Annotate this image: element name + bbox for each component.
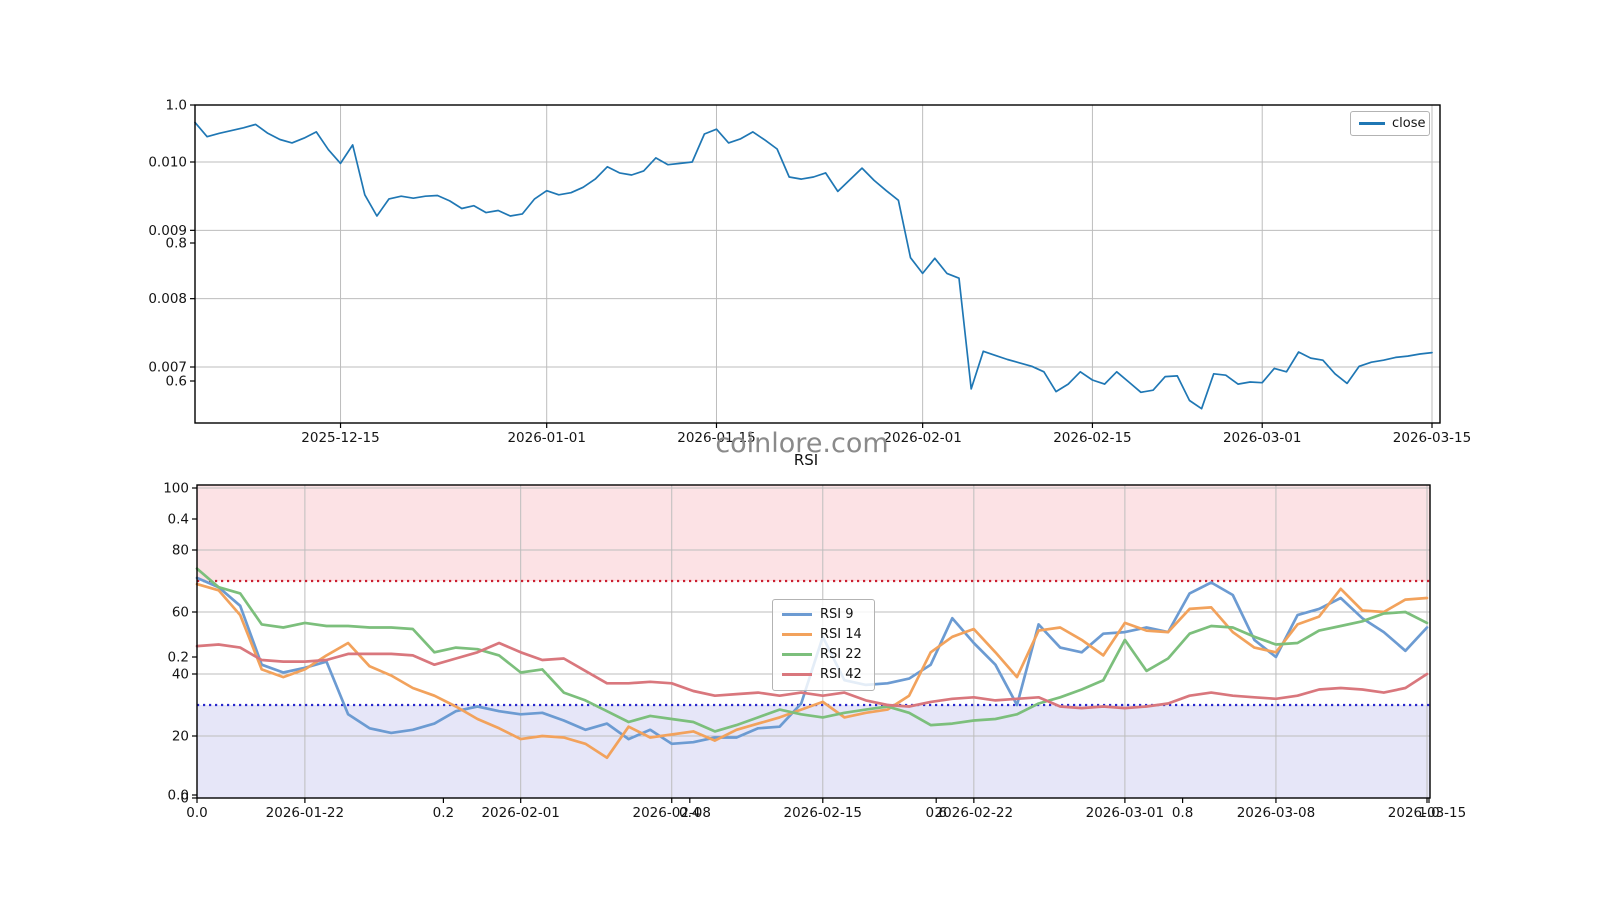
price-plot-frame [194, 104, 1441, 424]
rsi-legend: RSI 9 RSI 14 RSI 22 RSI 42 [772, 599, 875, 691]
rsi14-line-swatch [782, 633, 812, 637]
rsi22-line-swatch [782, 653, 812, 657]
legend-label-rsi9: RSI 9 [820, 607, 854, 622]
price-x-tick-label: 2026-01-15 [677, 430, 755, 446]
legend-label-rsi14: RSI 14 [820, 627, 862, 642]
rsi9-line-swatch [782, 613, 812, 617]
price-x-tick-label: 2026-02-01 [883, 430, 961, 446]
figure-x-tick-label: 1.0 [1418, 805, 1439, 821]
rsi-chart [192, 484, 1431, 803]
rsi-line-2 [195, 582, 1429, 760]
legend-item-rsi14: RSI 14 [782, 627, 862, 643]
rsi-x-tick-label: 2026-03-15 [1388, 805, 1466, 821]
rsi-plot-frame [196, 484, 1431, 799]
rsi-chart-title: RSI [793, 451, 819, 469]
figure-x-tick-label: 0.8 [1172, 805, 1193, 821]
rsi-y-tick-label: 0 [180, 791, 189, 807]
figure-x-tick-label: 0.6 [925, 805, 946, 821]
rsi-line-4 [195, 641, 1429, 710]
rsi-y-tick-label: 40 [172, 667, 189, 683]
price-x-tick-label: 2026-03-15 [1393, 430, 1471, 446]
figure-x-tick-label: 0.4 [679, 805, 700, 821]
close-line [194, 121, 1433, 410]
overbought-band [197, 485, 1430, 581]
oversold-band [197, 705, 1430, 798]
rsi-x-tick-label: 2026-03-01 [1086, 805, 1164, 821]
figure-y-tick-label: 1.0 [166, 98, 187, 114]
price-y-tick-label: 0.010 [148, 155, 187, 171]
rsi-y-tick-label: 100 [163, 481, 189, 497]
close-line-swatch [1359, 122, 1385, 125]
price-x-tick-label: 2026-01-01 [507, 430, 585, 446]
price-x-tick-label: 2025-12-15 [301, 430, 379, 446]
watermark: coinlore.com [715, 428, 889, 459]
rsi-y-tick-label: 20 [172, 729, 189, 745]
rsi-y-tick-label: 60 [172, 605, 189, 621]
legend-item-rsi42: RSI 42 [782, 667, 862, 683]
rsi-line-3 [195, 567, 1429, 733]
rsi-y-tick-label: 80 [172, 543, 189, 559]
price-legend: close [1350, 111, 1430, 136]
legend-item-rsi22: RSI 22 [782, 647, 862, 663]
price-x-tick-label: 2026-02-15 [1053, 430, 1131, 446]
figure-y-tick-label: 0.4 [168, 512, 189, 528]
rsi42-line-swatch [782, 673, 812, 677]
rsi-x-tick-label: 2026-02-01 [481, 805, 559, 821]
rsi-x-tick-label: 2026-03-08 [1237, 805, 1315, 821]
rsi-x-tick-label: 2026-02-15 [784, 805, 862, 821]
price-y-tick-label: 0.007 [148, 360, 187, 376]
price-y-tick-label: 0.008 [148, 291, 187, 307]
price-x-tick-label: 2026-03-01 [1223, 430, 1301, 446]
price-y-tick-label: 0.009 [148, 223, 187, 239]
figure-y-tick-label: 0.0 [168, 788, 189, 804]
legend-item-rsi9: RSI 9 [782, 607, 862, 623]
rsi-x-tick-label: 2026-01-22 [266, 805, 344, 821]
price-chart [190, 104, 1441, 428]
figure-x-tick-label: 0.0 [186, 805, 207, 821]
rsi-x-tick-label: 2026-02-22 [935, 805, 1013, 821]
rsi-x-tick-label: 2026-02-08 [633, 805, 711, 821]
legend-label-rsi42: RSI 42 [820, 667, 862, 682]
figure-y-tick-label: 0.6 [166, 374, 187, 390]
figure-y-tick-label: 0.8 [166, 236, 187, 252]
figure-x-tick-label: 0.2 [433, 805, 454, 821]
legend-label-close: close [1392, 116, 1426, 131]
figure-y-tick-label: 0.2 [168, 650, 189, 666]
legend-label-rsi22: RSI 22 [820, 647, 862, 662]
